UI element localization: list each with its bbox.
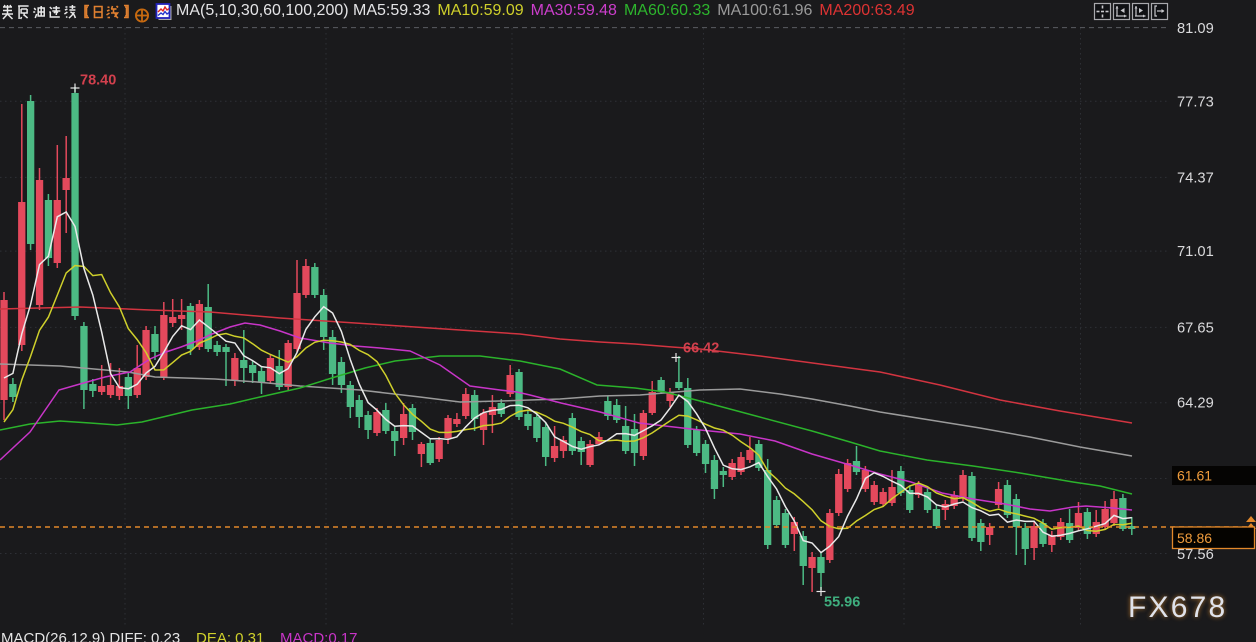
- svg-text:78.40: 78.40: [80, 73, 116, 89]
- svg-text:64.29: 64.29: [1177, 396, 1214, 412]
- svg-text:77.73: 77.73: [1177, 94, 1214, 110]
- svg-text:74.37: 74.37: [1177, 170, 1214, 186]
- svg-text:58.86: 58.86: [1177, 530, 1212, 546]
- svg-text:61.61: 61.61: [1177, 468, 1212, 484]
- svg-text:71.01: 71.01: [1177, 244, 1214, 260]
- svg-text:67.65: 67.65: [1177, 320, 1214, 336]
- svg-text:66.42: 66.42: [683, 341, 719, 357]
- svg-text:DEA: 0.31: DEA: 0.31: [196, 630, 264, 642]
- svg-text:55.96: 55.96: [824, 595, 860, 611]
- svg-text:MACD:0.17: MACD:0.17: [280, 630, 358, 642]
- svg-text:81.09: 81.09: [1177, 21, 1214, 37]
- svg-text:FX678: FX678: [1128, 591, 1227, 624]
- svg-text:57.56: 57.56: [1177, 547, 1214, 563]
- svg-text:MACD(26,12,9) DIFF: 0.23: MACD(26,12,9) DIFF: 0.23: [1, 630, 180, 642]
